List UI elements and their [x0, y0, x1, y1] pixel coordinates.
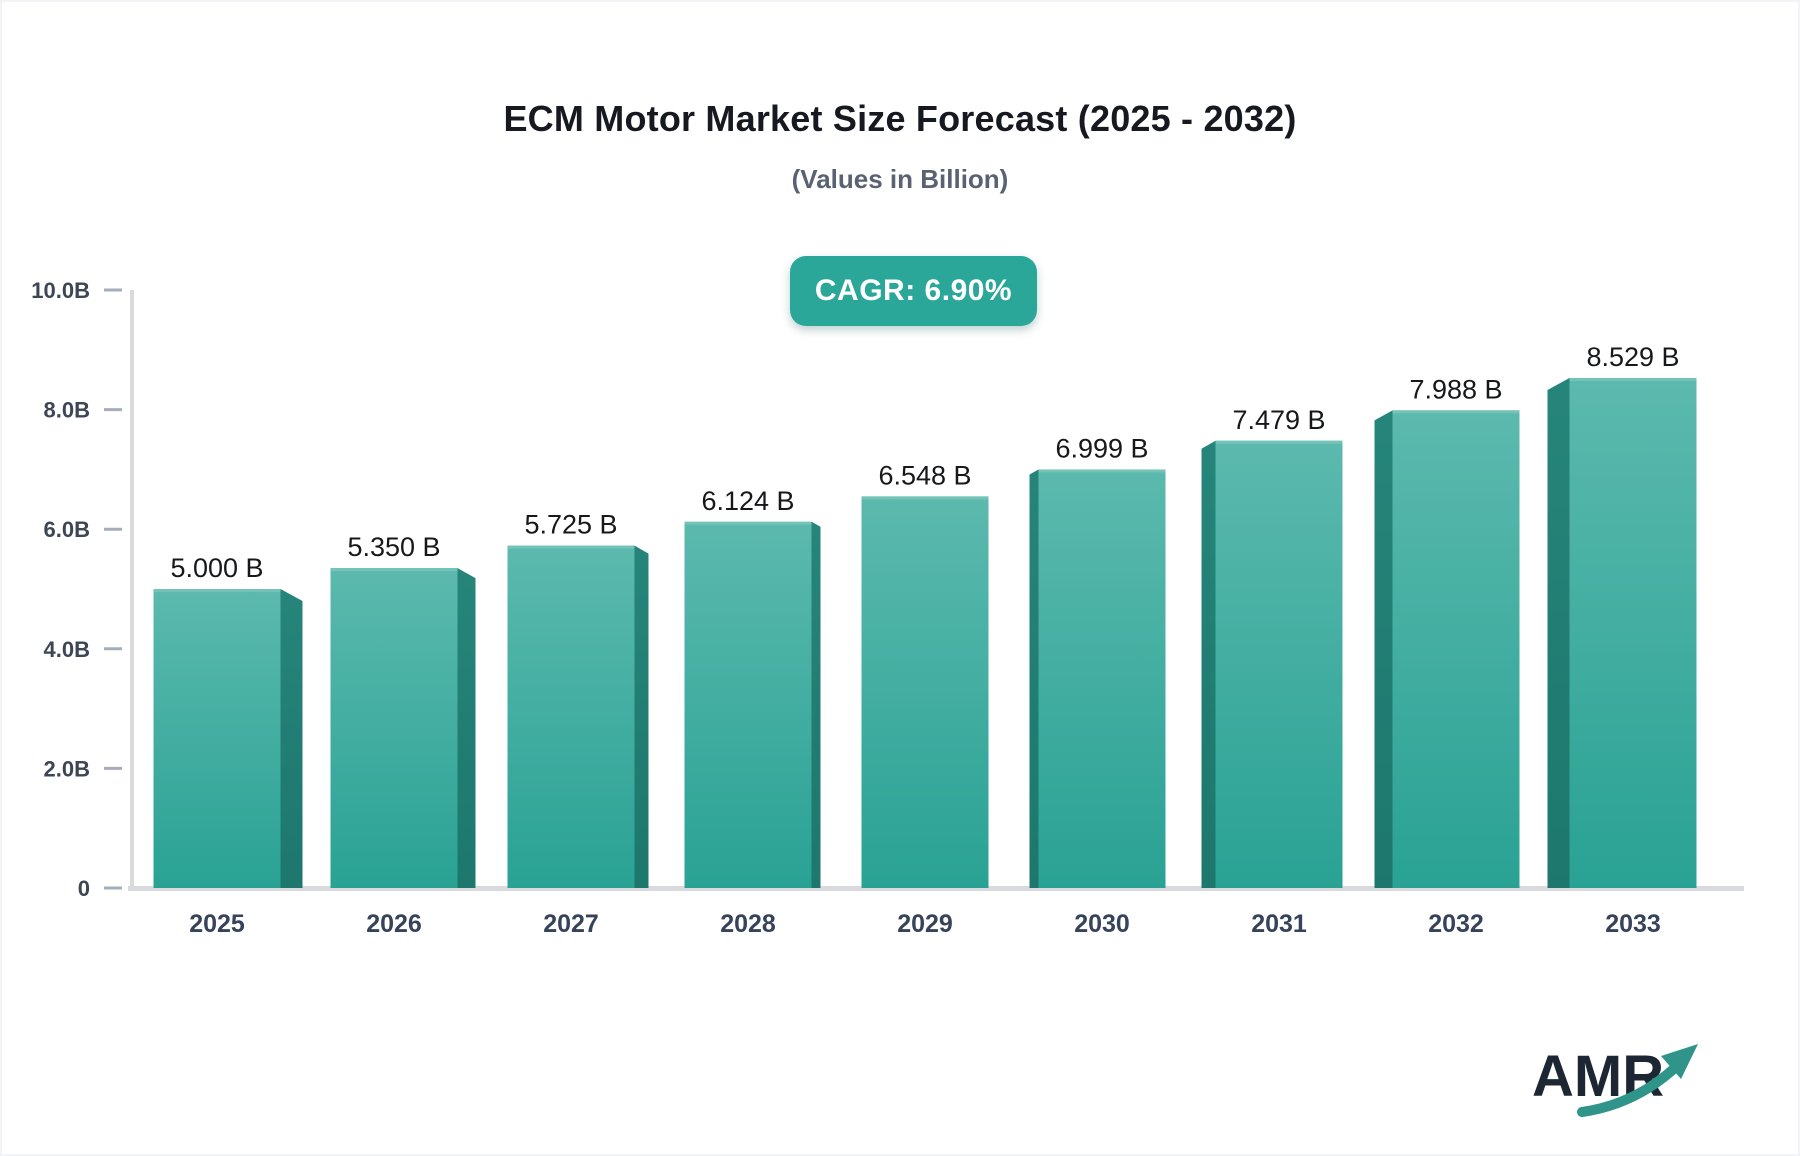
bar-2031: [1201, 440, 1343, 888]
cagr-badge-label: CAGR: 6.90%: [814, 274, 1013, 307]
axis-layer: 0 2.0B 4.0B 6.0B 8.0B 10.0B: [31, 278, 1744, 901]
bar-front-face: [1569, 377, 1697, 888]
bar-2033: [1547, 377, 1697, 888]
bar-2025: [153, 589, 303, 888]
x-axis-baseline: [128, 886, 1744, 891]
bar-side-face: [280, 589, 303, 888]
y-tick-label: 8.0B: [44, 398, 90, 423]
x-tick-label: 2027: [543, 910, 599, 938]
bar-side-face: [634, 545, 649, 888]
amr-logo: AMR: [1532, 1044, 1698, 1117]
bar-front-face: [507, 545, 635, 888]
bar-value-label: 5.725 B: [524, 510, 617, 540]
x-tick-label: 2032: [1428, 910, 1484, 938]
x-tick-label: 2025: [189, 910, 245, 938]
bar-side-face: [1029, 469, 1039, 888]
y-tick-label: 0: [78, 876, 90, 901]
labels-layer: 5.000 B 2025 5.350 B 2026 5.725 B 2027 6.124 B…: [170, 342, 1679, 938]
bar-side-face: [1201, 440, 1216, 888]
bar-value-label: 6.124 B: [701, 486, 794, 516]
bar-2027: [507, 545, 649, 888]
chart-subtitle: (Values in Billion): [791, 164, 1009, 194]
amr-logo-arrow-swoosh: [1577, 1058, 1685, 1117]
bar-value-label: 5.000 B: [170, 553, 263, 583]
amr-logo-text: AMR: [1532, 1044, 1664, 1109]
x-tick-label: 2031: [1251, 910, 1307, 938]
x-tick-label: 2029: [897, 910, 953, 938]
bar-2032: [1374, 410, 1520, 888]
bar-front-face: [153, 589, 281, 888]
bar-side-face: [1374, 410, 1393, 888]
bars-layer: [153, 377, 1697, 888]
cagr-badge: CAGR: 6.90%: [790, 256, 1037, 326]
bar-value-label: 7.988 B: [1409, 374, 1502, 404]
y-tick-label: 4.0B: [44, 637, 90, 662]
y-tick-label: 10.0B: [31, 278, 90, 303]
bar-2029: [861, 496, 989, 888]
bar-front-face: [684, 521, 812, 888]
x-tick-label: 2026: [366, 910, 422, 938]
amr-logo-arrow-head-icon: [1661, 1044, 1698, 1079]
bar-side-face: [1547, 377, 1570, 888]
y-tick-label: 6.0B: [44, 517, 90, 542]
bar-value-label: 8.529 B: [1586, 342, 1679, 372]
y-axis-line: [130, 290, 134, 890]
x-tick-label: 2028: [720, 910, 776, 938]
bar-value-label: 5.350 B: [347, 532, 440, 562]
bar-front-face: [1392, 410, 1520, 888]
bar-front-face: [330, 568, 458, 888]
bar-front-face: [1215, 440, 1343, 888]
y-tick-label: 2.0B: [44, 756, 90, 781]
x-tick-label: 2030: [1074, 910, 1130, 938]
bar-front-face: [1038, 469, 1166, 888]
bar-value-label: 6.999 B: [1055, 433, 1148, 463]
x-tick-label: 2033: [1605, 910, 1661, 938]
bar-2026: [330, 568, 476, 888]
bar-2028: [684, 521, 821, 888]
bar-2030: [1029, 469, 1166, 888]
chart-title: ECM Motor Market Size Forecast (2025 - 2…: [503, 98, 1297, 139]
bar-value-label: 7.479 B: [1232, 405, 1325, 435]
bar-side-face: [811, 521, 821, 888]
bar-side-face: [457, 568, 476, 888]
bar-front-face: [861, 496, 989, 888]
bar-value-label: 6.548 B: [878, 460, 971, 490]
